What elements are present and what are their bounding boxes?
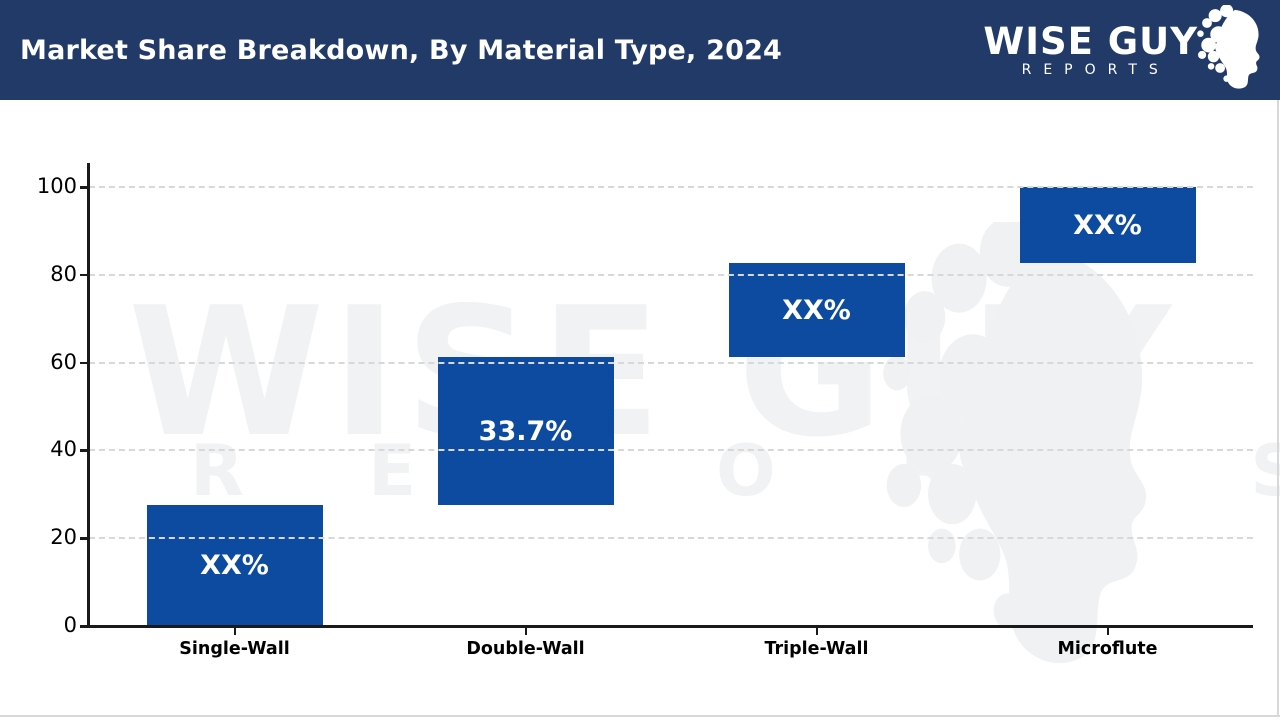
gridline-40 xyxy=(89,449,1253,452)
bar-triple-wall: XX% xyxy=(728,263,905,358)
right-edge-divider xyxy=(1277,100,1279,717)
gridline-60 xyxy=(89,361,1253,364)
y-axis-tick-mark xyxy=(80,625,88,628)
y-axis-spine xyxy=(87,163,90,628)
header-bar: Market Share Breakdown, By Material Type… xyxy=(0,0,1280,100)
gridline-80 xyxy=(89,273,1253,276)
x-axis-category-label: Microflute xyxy=(1057,639,1158,659)
y-axis-tick-label: 0 xyxy=(63,613,77,637)
watermark-wordmark: WISE GUY xyxy=(128,269,1178,476)
logo-wordmark: WISE GUY xyxy=(983,20,1198,63)
bar-single-wall: XX% xyxy=(146,505,323,626)
y-axis-tick-label: 100 xyxy=(36,174,77,198)
y-axis-tick-label: 80 xyxy=(50,261,77,286)
bar-value-label: XX% xyxy=(200,550,269,582)
x-axis-spine xyxy=(87,625,1253,628)
y-axis-tick-mark xyxy=(80,537,88,540)
x-axis-category-label: Triple-Wall xyxy=(764,639,869,659)
logo-head-icon xyxy=(1197,5,1260,89)
page-title: Market Share Breakdown, By Material Type… xyxy=(20,34,783,66)
x-axis-tick-mark xyxy=(1106,627,1109,635)
x-axis-category-label: Single-Wall xyxy=(179,639,290,659)
bar-value-label: XX% xyxy=(1073,209,1142,241)
y-axis-tick-mark xyxy=(80,361,88,365)
x-axis-tick-mark xyxy=(233,627,236,635)
y-axis-tick-mark xyxy=(80,449,88,452)
y-axis-tick-mark xyxy=(80,186,88,189)
wise-guy-reports-logo: WISE GUY REPORTS xyxy=(983,5,1266,95)
bottom-edge-divider xyxy=(0,715,1280,717)
x-axis-tick-mark xyxy=(524,627,527,635)
x-axis-category-label: Double-Wall xyxy=(466,639,585,659)
bar-microflute: XX% xyxy=(1019,187,1196,264)
watermark-subtitle: R E P O R T S xyxy=(190,430,1280,512)
bar-double-wall: 33.7% xyxy=(437,357,614,506)
y-axis-tick-label: 20 xyxy=(50,525,77,550)
logo-subtitle: REPORTS xyxy=(1021,62,1170,78)
bar-value-label: XX% xyxy=(782,294,851,326)
y-axis-tick-label: 40 xyxy=(50,437,77,462)
bar-value-label: 33.7% xyxy=(478,415,573,447)
gridline-100 xyxy=(89,186,1253,188)
x-axis-tick-mark xyxy=(815,627,818,635)
y-axis-tick-label: 60 xyxy=(50,349,77,374)
y-axis-tick-mark xyxy=(80,273,88,277)
gridline-20 xyxy=(89,537,1253,540)
